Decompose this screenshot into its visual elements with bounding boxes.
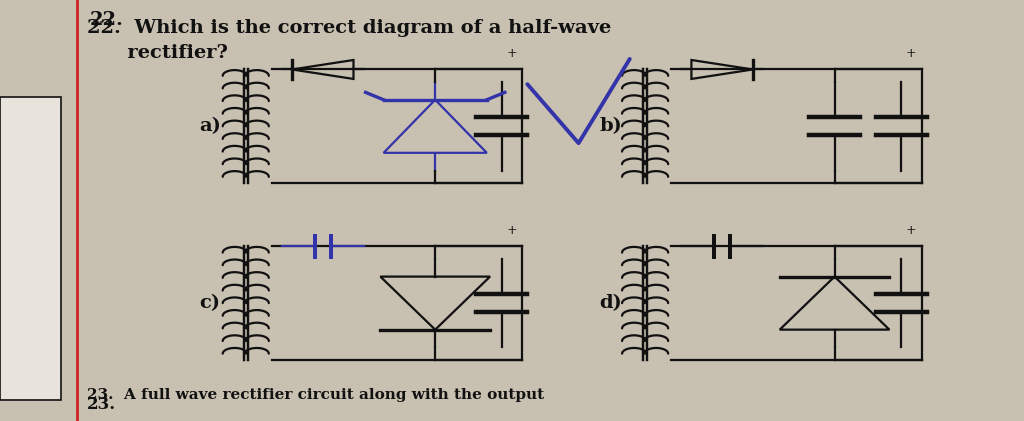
FancyBboxPatch shape: [0, 97, 61, 400]
Text: 23.  A full wave rectifier circuit along with the output: 23. A full wave rectifier circuit along …: [87, 388, 544, 402]
Text: rectifier?: rectifier?: [87, 44, 228, 62]
Text: 23.: 23.: [87, 396, 116, 413]
Text: +: +: [507, 224, 517, 237]
Text: b): b): [599, 117, 622, 135]
Text: 22.  Which is the correct diagram of a half-wave: 22. Which is the correct diagram of a ha…: [87, 19, 611, 37]
Text: +: +: [507, 47, 517, 60]
Text: a): a): [200, 117, 221, 135]
Text: d): d): [599, 294, 622, 312]
Text: +: +: [906, 47, 916, 60]
Text: c): c): [200, 294, 221, 312]
Text: +: +: [906, 224, 916, 237]
Text: 22.: 22.: [90, 11, 124, 29]
